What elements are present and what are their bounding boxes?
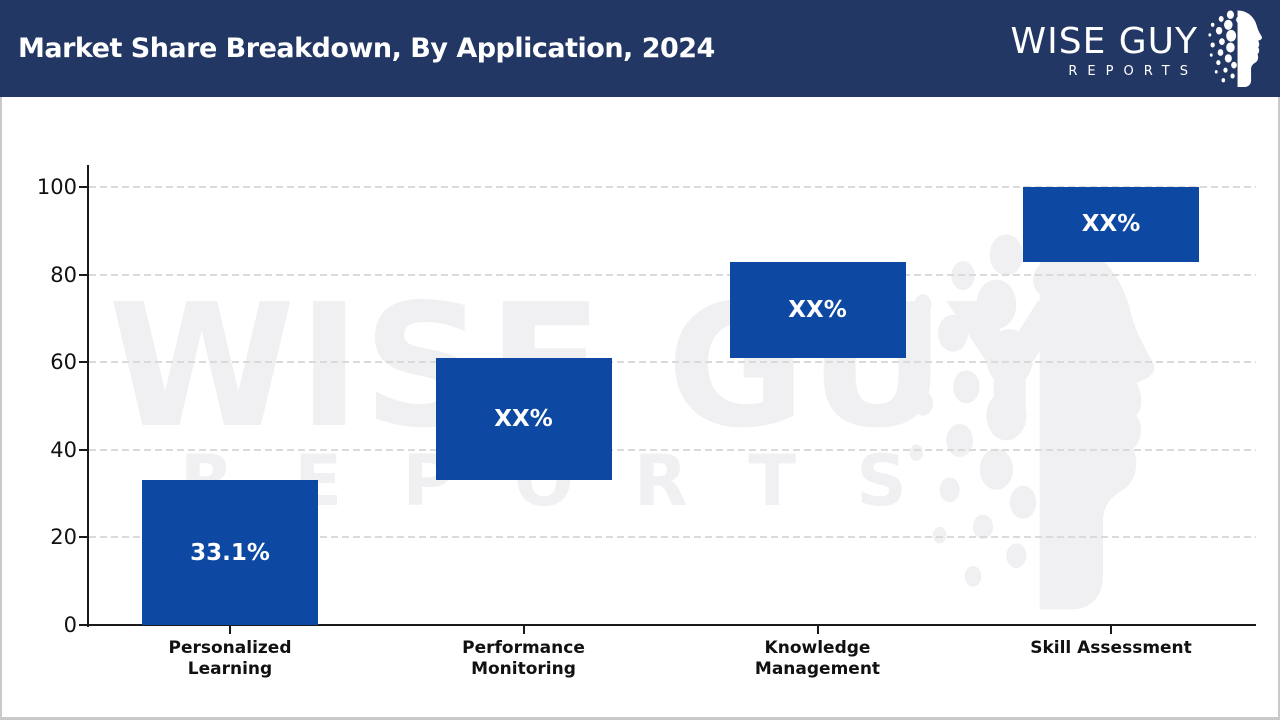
y-tick-label: 20: [50, 525, 77, 550]
category-label: Performance Monitoring: [404, 638, 644, 680]
category-label-line: Personalized: [168, 638, 292, 658]
y-tick-label: 0: [63, 613, 77, 637]
gridline-80: [89, 273, 1256, 276]
x-tick: [816, 626, 819, 634]
page-border-bottom: [0, 717, 1280, 720]
x-tick: [229, 626, 231, 634]
category-label-line: Learning: [187, 659, 273, 679]
x-tick: [522, 626, 525, 634]
gridline-20: [89, 536, 1256, 539]
bar-value-label: 33.1%: [190, 539, 270, 566]
y-tick-label: 80: [50, 262, 77, 287]
bar-segment: XX%: [1023, 187, 1199, 262]
y-tick-100: [79, 186, 87, 188]
bar-segment: XX%: [729, 261, 906, 358]
category-label-line: Performance: [462, 638, 585, 658]
bar-segment: 33.1%: [142, 480, 318, 625]
y-tick-label: 100: [36, 175, 77, 199]
x-axis-line: [87, 624, 1256, 626]
y-tick-60: [79, 361, 87, 364]
watermark-head-profile-icon: [903, 234, 1155, 610]
logo-wiseguy-label: WISE GUY: [1010, 20, 1198, 62]
x-tick: [1110, 626, 1112, 634]
category-label-line: Management: [754, 659, 881, 679]
bar-value-label: XX%: [494, 405, 553, 432]
y-tick-80: [79, 273, 87, 276]
wise-guy-logo: WISE GUY REPORTS: [1011, 6, 1267, 94]
category-label: Knowledge Management: [698, 638, 938, 680]
y-tick-label: 60: [50, 350, 77, 375]
y-tick-20: [79, 536, 87, 539]
bar-segment: XX%: [435, 357, 612, 480]
category-label-line: Skill Assessment: [1030, 638, 1192, 658]
page-border-left: [0, 97, 2, 720]
gridline-40: [89, 448, 1256, 451]
y-tick-40: [79, 448, 87, 451]
bar-value-label: XX%: [1081, 211, 1141, 238]
page-title: Market Share Breakdown, By Application, …: [18, 33, 715, 64]
logo-text: WISE GUY REPORTS: [1010, 20, 1199, 79]
bar-value-label: XX%: [788, 296, 847, 323]
category-label-line: Knowledge: [764, 638, 871, 658]
logo-reports-label: REPORTS: [1068, 63, 1198, 79]
page-border-right: [1278, 97, 1280, 720]
y-axis-line: [87, 165, 89, 627]
category-label: Personalized Learning: [110, 638, 350, 680]
category-label: Skill Assessment: [991, 638, 1231, 659]
y-tick-0: [79, 624, 87, 626]
header-bar: Market Share Breakdown, By Application, …: [0, 0, 1280, 97]
y-tick-label: 40: [50, 437, 77, 462]
gridline-100: [89, 186, 1256, 188]
category-label-line: Monitoring: [471, 659, 576, 679]
gridline-60: [89, 361, 1256, 364]
